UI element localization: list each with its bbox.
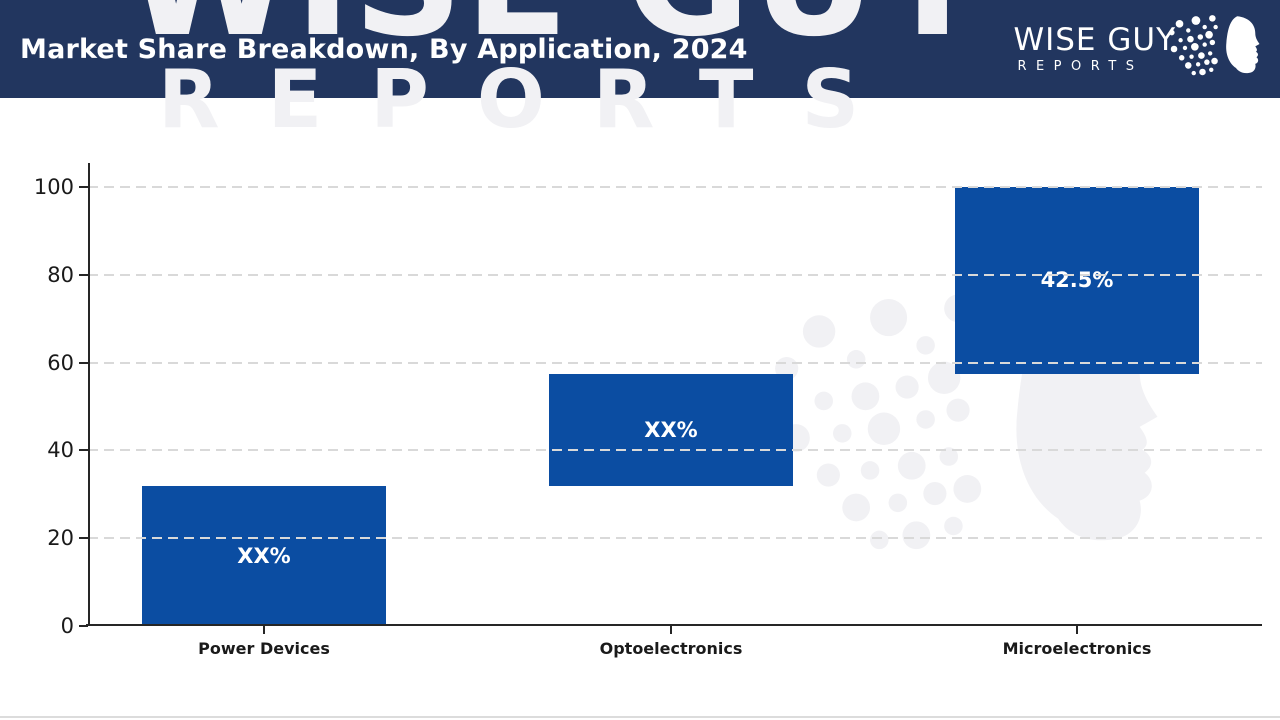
brand-logo: WISE GUY REPORTS — [1013, 6, 1266, 92]
x-tick-label-microelectronics: Microelectronics — [1002, 639, 1152, 658]
bar-power-devices: XX% — [142, 485, 386, 626]
brand-subtitle: REPORTS — [1017, 59, 1144, 74]
bar-optoelectronics: XX% — [549, 373, 793, 486]
x-tick-mark — [670, 626, 672, 634]
bar-value-label: XX% — [237, 543, 291, 568]
y-tick-mark — [79, 449, 88, 452]
x-tick-label-optoelectronics: Optoelectronics — [599, 639, 743, 658]
gridline-20 — [88, 537, 1262, 540]
y-tick-mark — [79, 273, 88, 276]
logo-face-icon — [1162, 6, 1266, 92]
brand-name: WISE GUY — [1013, 22, 1176, 58]
gridline-100 — [88, 186, 1262, 188]
x-tick-label-power-devices: Power Devices — [198, 639, 330, 658]
y-tick-mark — [79, 186, 88, 188]
bar-value-label: 42.5% — [1040, 268, 1114, 293]
bar-value-label: XX% — [644, 417, 698, 442]
brand-logo-text: WISE GUY REPORTS — [1013, 22, 1176, 74]
y-tick-label: 60 — [47, 350, 74, 375]
gridline-80 — [88, 273, 1262, 276]
header-bar: Market Share Breakdown, By Application, … — [0, 0, 1280, 98]
x-tick-mark — [263, 626, 265, 634]
y-axis-line — [88, 163, 90, 626]
y-tick-label: 100 — [33, 175, 74, 199]
y-tick-mark — [79, 537, 88, 540]
y-tick-label: 40 — [47, 438, 74, 463]
x-axis-line — [86, 624, 1262, 626]
page-title: Market Share Breakdown, By Application, … — [20, 33, 748, 65]
y-tick-label: 0 — [60, 614, 74, 638]
gridline-40 — [88, 449, 1262, 452]
bar-microelectronics: 42.5% — [955, 187, 1199, 374]
y-tick-mark — [79, 361, 88, 364]
y-tick-label: 80 — [47, 262, 74, 287]
plot: 0 20 40 60 80 100 XX% XX% 42.5% Power Devices Opto… — [34, 163, 1262, 658]
gridline-60 — [88, 361, 1262, 364]
bottom-border — [0, 716, 1280, 718]
x-tick-mark — [1076, 626, 1078, 634]
y-tick-mark — [79, 625, 88, 627]
y-tick-label: 20 — [47, 526, 74, 551]
